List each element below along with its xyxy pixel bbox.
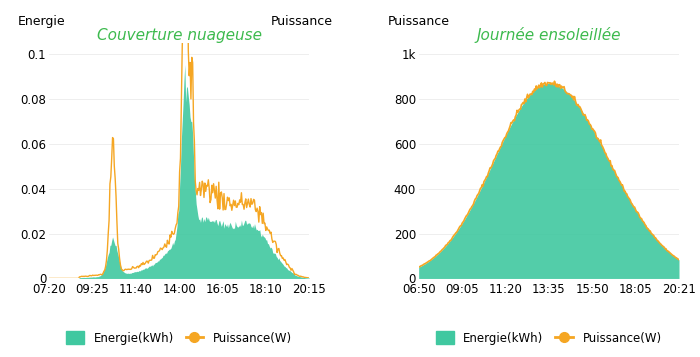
Text: Energie: Energie (18, 15, 65, 27)
Title: Couverture nuageuse: Couverture nuageuse (97, 28, 262, 43)
Legend: Energie(kWh), Puissance(W): Energie(kWh), Puissance(W) (431, 327, 666, 349)
Legend: Energie(kWh), Puissance(W): Energie(kWh), Puissance(W) (62, 327, 297, 349)
Title: Journée ensoleillée: Journée ensoleillée (477, 27, 621, 43)
Text: Puissance: Puissance (270, 15, 332, 27)
Text: Puissance: Puissance (387, 15, 449, 27)
